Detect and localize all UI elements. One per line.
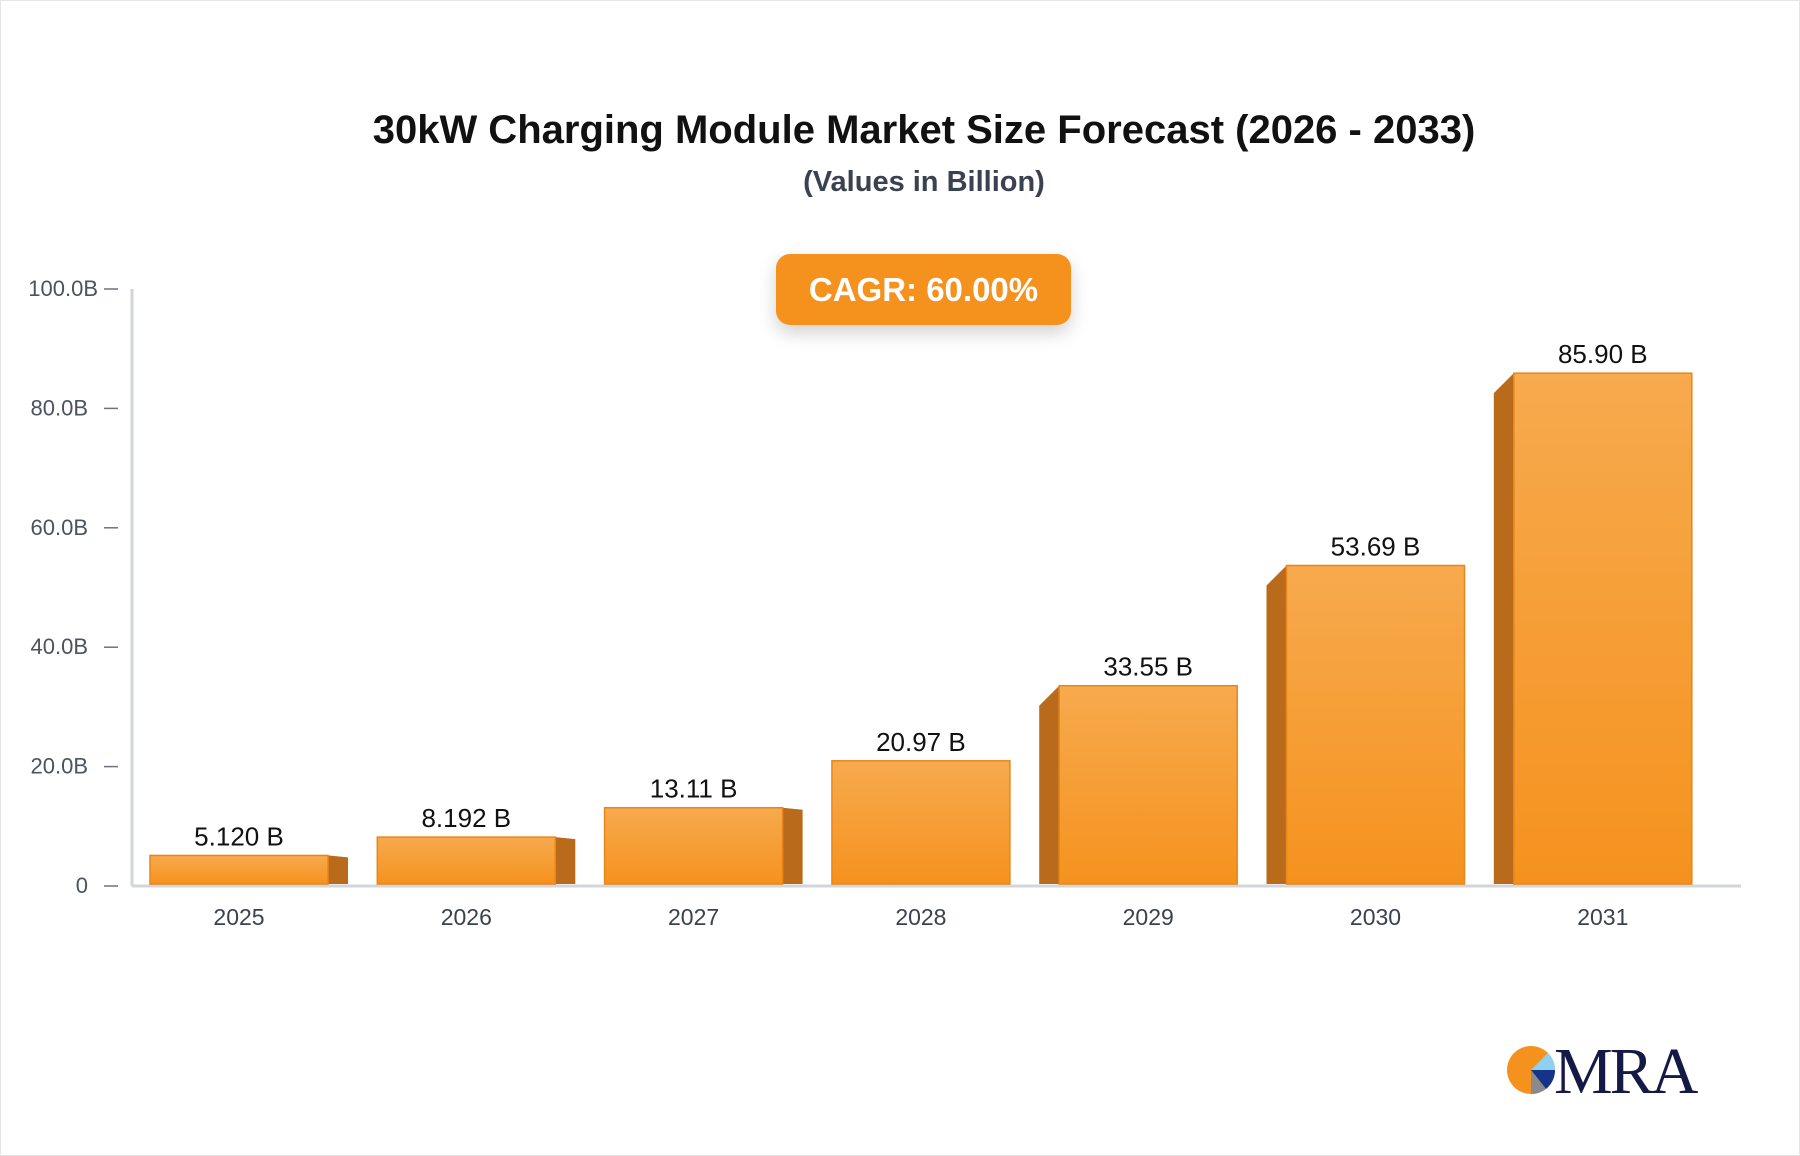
bar-value-label: 5.120 B bbox=[194, 821, 284, 851]
bar-value-label: 53.69 B bbox=[1331, 531, 1421, 561]
x-tick-label: 2026 bbox=[441, 904, 492, 930]
cagr-badge: CAGR: 60.00% bbox=[776, 254, 1071, 325]
mra-logo: MRA bbox=[1506, 1035, 1698, 1108]
x-tick-label: 2027 bbox=[668, 904, 719, 930]
y-tick-label: 40.0B bbox=[31, 634, 89, 659]
y-tick-label: 60.0B bbox=[31, 515, 89, 540]
chart-title: 30kW Charging Module Market Size Forecas… bbox=[372, 108, 1476, 152]
bar-side bbox=[328, 855, 348, 884]
bar-value-label: 33.55 B bbox=[1103, 652, 1193, 682]
bar bbox=[149, 854, 329, 885]
bar bbox=[1513, 372, 1693, 885]
bar bbox=[376, 836, 557, 885]
logo-text: MRA bbox=[1554, 1035, 1698, 1108]
bar bbox=[831, 760, 1011, 885]
bar-side bbox=[1493, 373, 1514, 884]
y-tick-label: 0 bbox=[76, 873, 88, 898]
x-tick-label: 2025 bbox=[213, 904, 264, 930]
x-tick-label: 2028 bbox=[895, 904, 946, 930]
x-tick-label: 2030 bbox=[1350, 904, 1401, 930]
x-tick-label: 2031 bbox=[1577, 904, 1628, 930]
bar bbox=[1058, 684, 1238, 885]
y-tick-label: 80.0B bbox=[31, 395, 89, 420]
bar bbox=[603, 806, 784, 885]
chart-subtitle: (Values in Billion) bbox=[803, 166, 1045, 198]
bar-value-label: 8.192 B bbox=[421, 803, 511, 833]
bar-side bbox=[782, 807, 803, 884]
bar-value-label: 20.97 B bbox=[876, 727, 966, 757]
bar-side bbox=[1266, 565, 1287, 884]
bar bbox=[1285, 564, 1466, 885]
x-tick-label: 2029 bbox=[1123, 904, 1174, 930]
bar-value-label: 13.11 B bbox=[650, 774, 738, 804]
bar-side bbox=[555, 837, 576, 884]
bar-value-label: 85.90 B bbox=[1558, 339, 1648, 369]
y-tick-label: 20.0B bbox=[31, 754, 89, 779]
bar-side bbox=[1039, 685, 1060, 884]
pie-logo-icon bbox=[1507, 1046, 1556, 1095]
y-tick-label: 100.0B bbox=[28, 276, 98, 301]
